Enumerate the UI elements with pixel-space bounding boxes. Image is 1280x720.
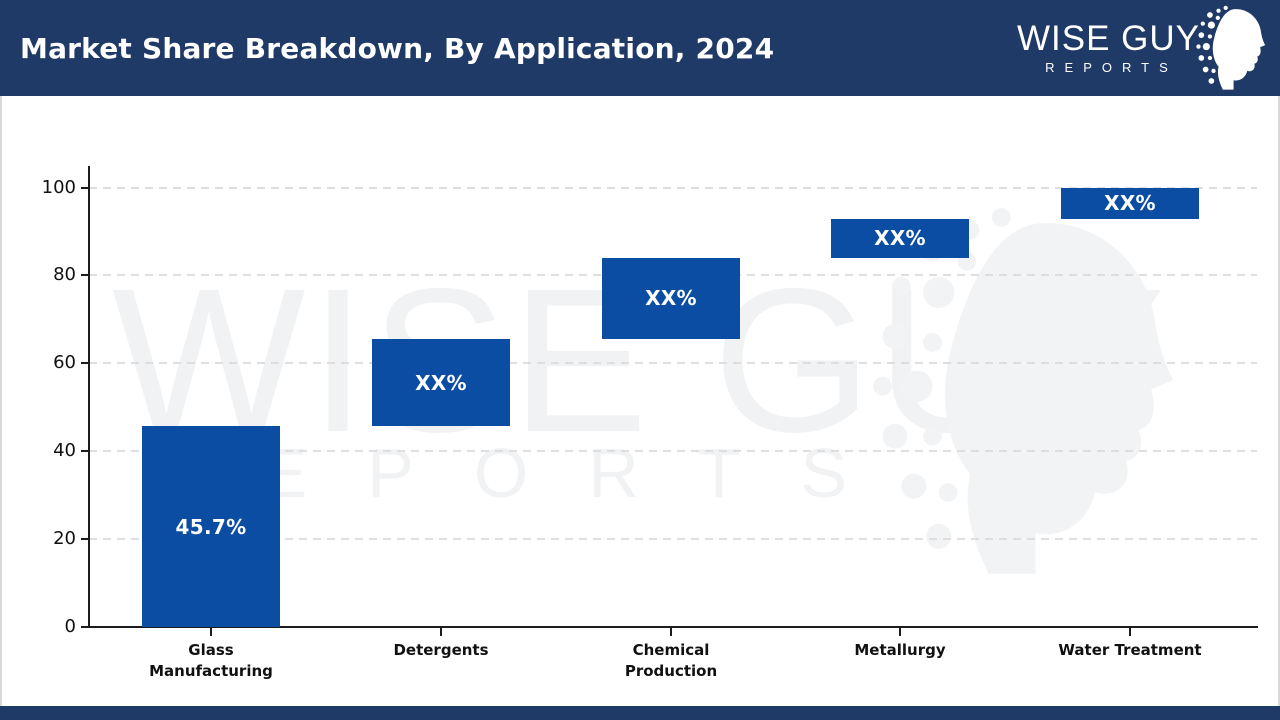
bar-value-label-water-treatment: XX% [1104,191,1156,216]
logo-head-icon [1196,5,1266,90]
y-tick-label-40: 40 [53,440,76,462]
x-axis-label-metallurgy: Metallurgy [854,641,946,659]
gridline-60 [89,362,1257,365]
logo-line1: WISE GUY [1016,19,1200,58]
gridline-40 [89,450,1257,453]
header: Market Share Breakdown, By Application, … [0,0,1280,96]
y-tick-mark-80 [81,274,89,277]
bar-value-label-detergents: XX% [415,370,467,395]
bar-value-label-glass-manufacturing: 45.7% [175,514,247,539]
x-axis-label-detergents: Detergents [393,641,489,659]
gridline-20 [89,538,1257,541]
wiseguy-logo: WISE GUY REPORTS [1017,5,1266,91]
y-tick-label-20: 20 [53,528,76,550]
bar-metallurgy: XX% [831,218,969,258]
x-axis-label-chemical-production: Chemical Production [624,641,718,680]
x-tick-mark-detergents [440,628,442,636]
x-tick-mark-metallurgy [899,628,901,636]
bar-value-label-metallurgy: XX% [874,226,926,251]
y-tick-label-100: 100 [41,176,76,198]
logo-text: WISE GUY REPORTS [1017,21,1200,75]
footer-bar [0,706,1280,720]
bar-water-treatment: XX% [1061,187,1199,219]
y-tick-label-80: 80 [53,264,76,286]
gridline-100 [89,186,1257,189]
x-tick-mark-water-treatment [1129,628,1131,636]
y-tick-label-60: 60 [53,352,76,374]
y-axis [88,166,90,628]
y-tick-mark-100 [81,186,89,189]
y-tick-mark-0 [81,626,89,628]
page-title: Market Share Breakdown, By Application, … [20,31,775,65]
y-tick-label-0: 0 [64,616,76,637]
y-tick-mark-60 [81,362,89,365]
x-axis-label-glass-manufacturing: Glass Manufacturing [149,641,273,680]
bar-glass-manufacturing: 45.7% [142,426,280,627]
x-axis-label-water-treatment: Water Treatment [1058,641,1202,659]
x-tick-mark-glass-manufacturing [210,628,212,636]
bar-chemical-production: XX% [602,257,740,340]
logo-line2: REPORTS [1045,60,1178,75]
bar-value-label-chemical-production: XX% [645,286,697,311]
y-tick-mark-40 [81,450,89,453]
x-axis [88,626,1258,628]
bar-detergents: XX% [372,339,510,427]
y-tick-mark-20 [81,538,89,541]
x-tick-mark-chemical-production [670,628,672,636]
watermark-head-icon [873,208,1174,574]
